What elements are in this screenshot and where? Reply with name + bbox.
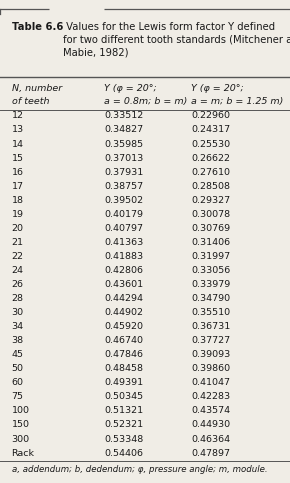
- Text: 0.24317: 0.24317: [191, 126, 231, 134]
- Text: 15: 15: [12, 154, 23, 163]
- Text: 0.45920: 0.45920: [104, 322, 143, 331]
- Text: 150: 150: [12, 421, 30, 429]
- Text: N, number: N, number: [12, 84, 62, 93]
- Text: 0.37013: 0.37013: [104, 154, 144, 163]
- Text: Table 6.6: Table 6.6: [12, 22, 63, 32]
- Text: 28: 28: [12, 294, 23, 303]
- Text: 0.42283: 0.42283: [191, 392, 231, 401]
- Text: 22: 22: [12, 252, 23, 261]
- Text: Values for the Lewis form factor Y defined
for two different tooth standards (Mi: Values for the Lewis form factor Y defin…: [63, 22, 290, 57]
- Text: 0.31406: 0.31406: [191, 238, 231, 247]
- Text: 0.37931: 0.37931: [104, 168, 144, 177]
- Text: 0.42806: 0.42806: [104, 266, 143, 275]
- Text: 0.52321: 0.52321: [104, 421, 144, 429]
- Text: 0.33056: 0.33056: [191, 266, 231, 275]
- Text: 0.46364: 0.46364: [191, 435, 231, 443]
- Text: 0.48458: 0.48458: [104, 364, 143, 373]
- Text: a = m; b = 1.25 m): a = m; b = 1.25 m): [191, 97, 284, 106]
- Text: 13: 13: [12, 126, 24, 134]
- Text: 0.44902: 0.44902: [104, 308, 143, 317]
- Text: 0.40797: 0.40797: [104, 224, 143, 233]
- Text: 20: 20: [12, 224, 23, 233]
- Text: 50: 50: [12, 364, 23, 373]
- Text: a = 0.8m; b = m): a = 0.8m; b = m): [104, 97, 188, 106]
- Text: 0.27610: 0.27610: [191, 168, 230, 177]
- Text: 0.49391: 0.49391: [104, 378, 144, 387]
- Text: 0.39860: 0.39860: [191, 364, 231, 373]
- Text: 24: 24: [12, 266, 23, 275]
- Text: 0.29327: 0.29327: [191, 196, 231, 205]
- Text: 0.51321: 0.51321: [104, 406, 144, 415]
- Text: 18: 18: [12, 196, 23, 205]
- Text: 0.39502: 0.39502: [104, 196, 144, 205]
- Text: 0.33512: 0.33512: [104, 112, 144, 120]
- Text: 0.41047: 0.41047: [191, 378, 230, 387]
- Text: 0.30769: 0.30769: [191, 224, 231, 233]
- Text: 0.39093: 0.39093: [191, 350, 231, 359]
- Text: 17: 17: [12, 182, 23, 191]
- Text: 0.22960: 0.22960: [191, 112, 230, 120]
- Text: 60: 60: [12, 378, 23, 387]
- Text: 38: 38: [12, 336, 24, 345]
- Text: 0.35510: 0.35510: [191, 308, 231, 317]
- Text: 0.40179: 0.40179: [104, 210, 143, 219]
- Text: 0.30078: 0.30078: [191, 210, 231, 219]
- Text: of teeth: of teeth: [12, 97, 49, 106]
- Text: 0.41883: 0.41883: [104, 252, 144, 261]
- Text: 45: 45: [12, 350, 23, 359]
- Text: 0.34827: 0.34827: [104, 126, 144, 134]
- Text: Y (φ = 20°;: Y (φ = 20°;: [104, 84, 157, 93]
- Text: 0.25530: 0.25530: [191, 140, 231, 148]
- Text: 0.47897: 0.47897: [191, 449, 230, 457]
- Text: 0.33979: 0.33979: [191, 280, 231, 289]
- Text: 0.53348: 0.53348: [104, 435, 144, 443]
- Text: 0.26622: 0.26622: [191, 154, 230, 163]
- Text: 14: 14: [12, 140, 23, 148]
- Text: 0.34790: 0.34790: [191, 294, 231, 303]
- Text: 0.44294: 0.44294: [104, 294, 143, 303]
- Text: 0.37727: 0.37727: [191, 336, 231, 345]
- Text: 0.43574: 0.43574: [191, 406, 231, 415]
- Text: Rack: Rack: [12, 449, 35, 457]
- Text: 0.31997: 0.31997: [191, 252, 231, 261]
- Text: 0.28508: 0.28508: [191, 182, 230, 191]
- Text: 300: 300: [12, 435, 30, 443]
- Text: 75: 75: [12, 392, 23, 401]
- Text: Y (φ = 20°;: Y (φ = 20°;: [191, 84, 244, 93]
- Text: 12: 12: [12, 112, 23, 120]
- Text: 0.35985: 0.35985: [104, 140, 144, 148]
- Text: 21: 21: [12, 238, 23, 247]
- Text: 0.50345: 0.50345: [104, 392, 144, 401]
- Text: 0.54406: 0.54406: [104, 449, 143, 457]
- Text: 26: 26: [12, 280, 23, 289]
- Text: 30: 30: [12, 308, 24, 317]
- Text: 0.38757: 0.38757: [104, 182, 144, 191]
- Text: 0.41363: 0.41363: [104, 238, 144, 247]
- Text: 0.44930: 0.44930: [191, 421, 231, 429]
- Text: 34: 34: [12, 322, 24, 331]
- Text: 0.43601: 0.43601: [104, 280, 144, 289]
- Text: 16: 16: [12, 168, 23, 177]
- Text: 0.47846: 0.47846: [104, 350, 143, 359]
- Text: 19: 19: [12, 210, 23, 219]
- Text: 0.46740: 0.46740: [104, 336, 143, 345]
- Text: 0.36731: 0.36731: [191, 322, 231, 331]
- Text: 100: 100: [12, 406, 30, 415]
- Text: a, addendum; b, dedendum; φ, pressure angle; m, module.: a, addendum; b, dedendum; φ, pressure an…: [12, 465, 267, 474]
